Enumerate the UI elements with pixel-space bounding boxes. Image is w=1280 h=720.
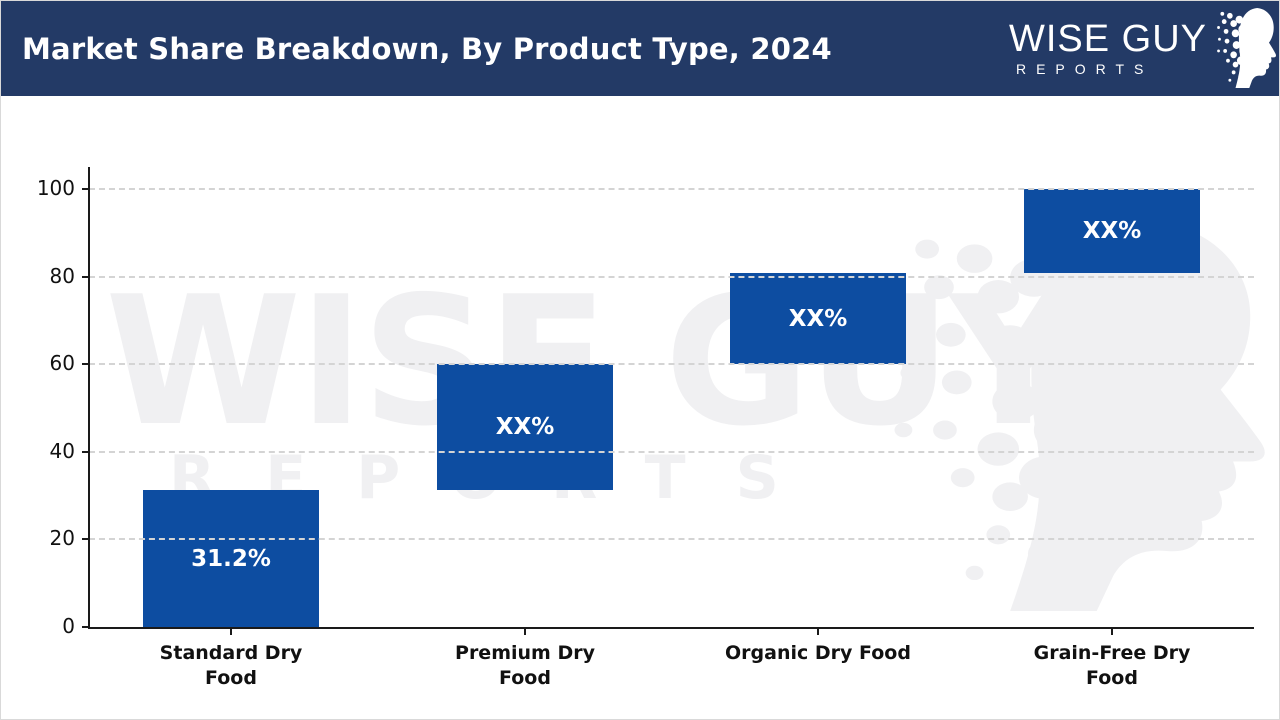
y-tick-label: 20: [49, 526, 75, 551]
y-tick-label: 80: [49, 263, 75, 288]
gridline: [89, 450, 1254, 453]
logo-brand-name: WISE GUY: [1008, 18, 1207, 60]
y-tick-label: 60: [49, 351, 75, 376]
logo-brand-subtitle: REPORTS: [1015, 61, 1154, 77]
bar-segment: XX%: [1024, 189, 1200, 274]
y-tick-mark: [82, 538, 89, 541]
y-tick-label: 100: [36, 176, 75, 200]
header-bar: Market Share Breakdown, By Product Type,…: [1, 1, 1279, 96]
wiseguy-head-icon-wrap: [1211, 6, 1277, 92]
x-category-label: Grain-Free Dry Food: [1033, 642, 1191, 689]
wiseguy-head-icon: [1217, 7, 1277, 88]
gridline: [89, 188, 1254, 190]
x-category-label: Premium Dry Food: [455, 642, 595, 689]
bar-segment: 31.2%: [143, 490, 319, 627]
y-tick-mark: [82, 626, 89, 628]
bar-value-label: 31.2%: [191, 545, 271, 572]
bar-segment: XX%: [730, 273, 906, 365]
watermark-head-pattern: [894, 220, 1265, 611]
y-tick-label: 40: [49, 438, 75, 463]
x-tick-mark: [230, 628, 232, 635]
gridline: [89, 363, 1254, 366]
bar-value-label: XX%: [495, 414, 555, 441]
wiseguy-logo-text: WISE GUY REPORTS: [1009, 20, 1207, 77]
x-category-label: Standard Dry Food: [159, 642, 303, 689]
y-tick-label: 0: [62, 614, 75, 638]
y-tick-mark: [82, 188, 89, 190]
x-category-label: Organic Dry Food: [725, 642, 911, 664]
gridline: [89, 275, 1254, 278]
gridline: [89, 538, 1254, 541]
x-tick-mark: [1111, 628, 1113, 635]
watermark-head-pattern-wrap: [856, 211, 1271, 615]
y-tick-mark: [82, 363, 89, 366]
x-axis: [88, 627, 1254, 629]
x-tick-mark: [817, 628, 819, 635]
chart-title: Market Share Breakdown, By Product Type,…: [22, 31, 832, 66]
bar-value-label: XX%: [788, 305, 848, 332]
bar-segment: XX%: [437, 364, 613, 491]
wiseguy-logo: WISE GUY REPORTS: [1009, 6, 1279, 92]
bar-value-label: XX%: [1082, 218, 1142, 245]
y-axis: [88, 167, 90, 629]
y-tick-mark: [82, 450, 89, 453]
x-tick-mark: [524, 628, 526, 635]
y-tick-mark: [82, 275, 89, 278]
